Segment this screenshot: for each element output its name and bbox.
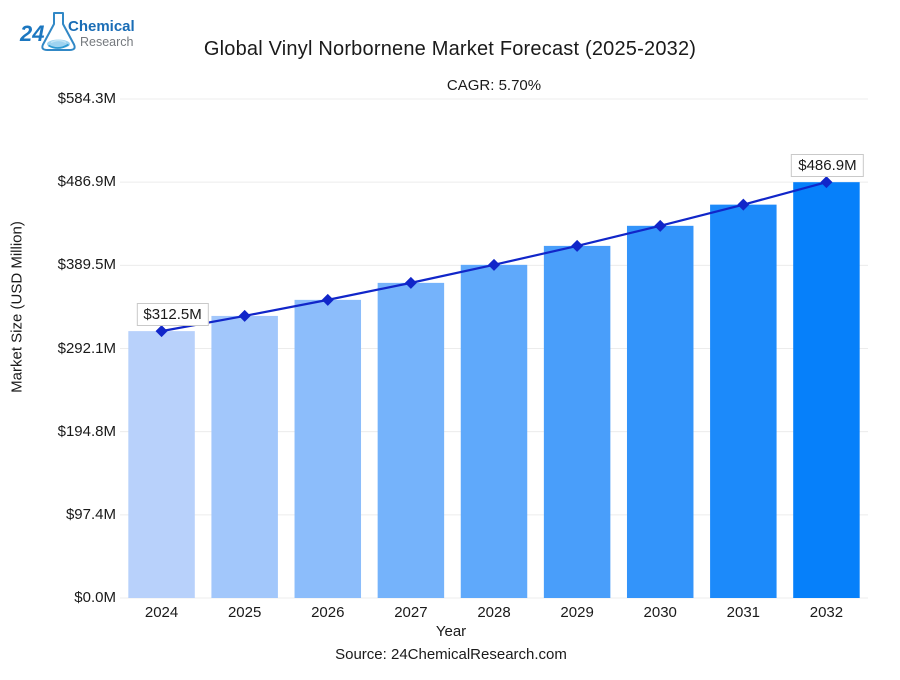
bar-2025: [211, 315, 278, 598]
source-text: Source: 24ChemicalResearch.com: [335, 646, 567, 663]
bar-2030: [626, 225, 694, 598]
logo-name-bottom: Research: [80, 35, 134, 49]
data-point-marker: [321, 293, 334, 306]
x-tick-label: 2027: [394, 604, 428, 621]
x-tick-label: 2026: [311, 604, 345, 621]
flask-icon: [41, 12, 76, 51]
data-point-marker: [488, 258, 500, 271]
y-tick-label: $486.9M: [57, 173, 116, 191]
chart-title: Global Vinyl Norbornene Market Forecast …: [203, 38, 697, 60]
y-tick-label: $97.4M: [65, 505, 116, 523]
logo-text: Chemical Research: [68, 19, 135, 49]
logo: 24 Chemical Research: [20, 8, 140, 54]
bar-2027: [377, 282, 445, 598]
y-tick-label: $389.5M: [57, 256, 116, 274]
data-point-marker: [155, 325, 168, 338]
chart-subtitle: CAGR: 5.70%: [446, 77, 542, 94]
annotation-2032: $486.9M: [791, 154, 864, 178]
bar-2032: [793, 182, 860, 598]
y-tick-label: $584.3M: [57, 90, 116, 107]
bar-2031: [710, 204, 777, 598]
data-point-marker: [238, 309, 251, 322]
data-point-marker: [571, 239, 584, 252]
x-tick-label: 2028: [477, 604, 511, 621]
x-tick-label: 2024: [144, 604, 179, 621]
bar-2029: [543, 245, 611, 598]
bar-2028: [460, 264, 528, 598]
bar-2026: [294, 299, 362, 598]
y-tick-label: $194.8M: [57, 422, 116, 440]
y-tick-label: $0.0M: [74, 589, 116, 606]
y-tick-label: $292.1M: [57, 339, 116, 357]
data-point-marker: [737, 198, 750, 211]
logo-number: 24: [20, 21, 45, 46]
data-point-marker: [654, 219, 667, 232]
logo-name-top: Chemical: [68, 18, 135, 35]
data-point-marker: [404, 276, 417, 289]
bar-2024: [128, 331, 195, 598]
x-tick-label: 2031: [726, 604, 761, 621]
x-tick-label: 2025: [227, 604, 262, 621]
data-point-marker: [820, 176, 833, 189]
x-axis-title: Year: [435, 623, 467, 640]
x-tick-label: 2032: [809, 604, 844, 621]
annotation-2024: $312.5M: [136, 303, 209, 327]
x-tick-label: 2030: [643, 604, 677, 621]
x-tick-label: 2029: [560, 604, 594, 621]
